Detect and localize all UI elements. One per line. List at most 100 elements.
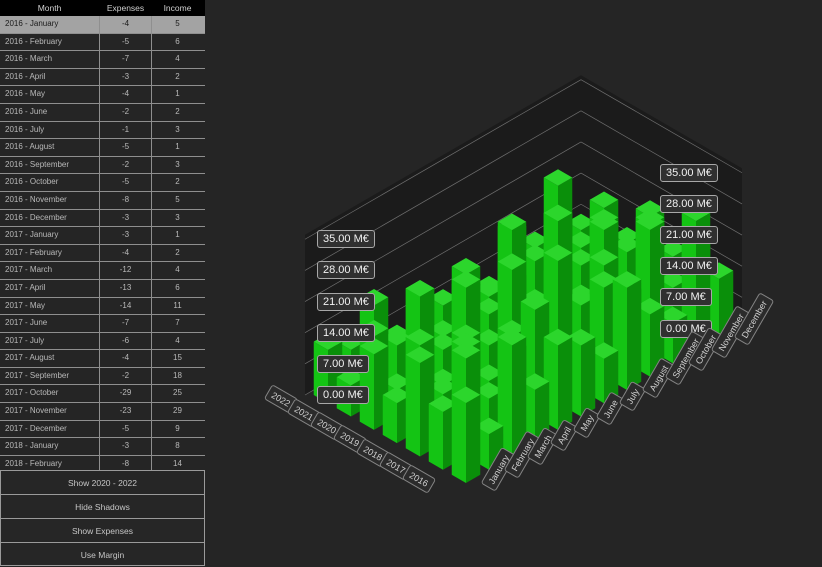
bar-face-top [497,253,527,270]
table-row[interactable]: 2017 - December -5 9 [0,420,205,439]
cell-income: 7 [175,318,180,328]
bar-face-top [543,204,573,222]
table-row[interactable]: 2017 - May -14 11 [0,297,205,316]
table-row[interactable]: 2016 - April -3 2 [0,68,205,87]
bar-face-top [428,320,458,337]
bar-face-top [382,328,412,346]
cell-expenses: -5 [99,139,152,156]
cell-income: 2 [175,177,180,187]
bar-face-top [612,227,642,244]
cell-month: 2016 - October [5,177,59,187]
bar-face-top [566,231,596,248]
cell-month: 2016 - January [5,19,59,28]
table-row[interactable]: 2017 - April -13 6 [0,279,205,298]
cell-month: 2017 - October [5,388,59,398]
cell-income: 5 [175,194,180,204]
table-row[interactable]: 2016 - December -3 3 [0,209,205,228]
bar-face-top [589,213,619,230]
cell-expenses: -2 [99,156,152,174]
table-row[interactable]: 2017 - June -7 7 [0,315,205,333]
cell-month: 2017 - May [5,300,46,310]
value-axis-label-right: 21.00 M€ [317,292,375,311]
bar-face-left [382,394,397,444]
table-row[interactable]: 2016 - October -5 2 [0,174,205,192]
bar-face-top [635,213,665,230]
column-header-income: Income [163,3,192,13]
table-row[interactable]: 2017 - January -3 1 [0,227,205,245]
bar-face-top [566,289,596,306]
bar-face-top [428,368,458,386]
cell-expenses: -6 [99,332,152,350]
hide-shadows-button[interactable]: Hide Shadows [0,494,205,518]
cell-expenses: -5 [99,420,152,438]
bar-face-left [405,354,420,457]
control-button-group: Show 2020 - 2022 Hide Shadows Show Expense… [0,470,205,566]
table-row[interactable]: 2016 - September -2 3 [0,156,205,175]
table-row[interactable]: 2016 - November -8 5 [0,191,205,210]
bar-face-top [382,373,412,390]
bar-face-right [466,394,481,484]
table-row[interactable]: 2017 - February -4 2 [0,244,205,263]
table-row[interactable]: 2016 - June -2 2 [0,103,205,122]
cell-income: 11 [173,300,182,310]
table-row[interactable]: 2018 - January -3 8 [0,438,205,456]
value-axis-label-right: 7.00 M€ [317,354,369,373]
bar-face-right [696,212,711,351]
table-row[interactable]: 2017 - November -23 29 [0,403,205,421]
table-row[interactable]: 2016 - February -5 6 [0,33,205,52]
cell-expenses: -23 [99,403,152,420]
bar-face-top [451,324,481,341]
table-row[interactable]: 2017 - August -4 15 [0,350,205,368]
value-axis-label-left: 7.00 M€ [660,288,712,307]
cell-expenses: -7 [99,51,152,68]
table-row[interactable]: 2017 - October -29 25 [0,385,205,404]
cell-income: 9 [175,423,180,433]
bar-3d[interactable] [589,342,619,404]
cell-expenses: -3 [99,209,152,227]
column-header-expenses: Expenses [106,3,145,13]
cell-expenses: -29 [99,385,152,403]
bar3d-chart[interactable]: 0.00 M€ 7.00 M€ 14.00 M€ 21.00 M€ 28.00 M€ 35… [205,0,822,562]
table-row[interactable]: 2017 - September -2 18 [0,367,205,386]
table-row[interactable]: 2016 - May -4 1 [0,86,205,104]
table-row[interactable]: 2016 - March -7 4 [0,51,205,69]
cell-month: 2016 - December [5,212,67,222]
cell-income: 6 [175,36,180,46]
show-expenses-button[interactable]: Show Expenses [0,518,205,542]
use-margin-button[interactable]: Use Margin [0,542,205,566]
table-row[interactable]: 2017 - July -6 4 [0,332,205,351]
cell-expenses: -5 [99,33,152,51]
bar-face-top [520,231,550,248]
bar-face-top [543,244,573,261]
bar-face-top [428,333,458,350]
cell-expenses: -5 [99,174,152,191]
bar-face-top [612,235,642,253]
column-header-month: Month [37,3,62,13]
cell-month: 2017 - February [5,247,62,257]
cell-income: 14 [173,458,182,468]
table-row[interactable]: 2016 - August -5 1 [0,139,205,157]
bar-face-top [566,249,596,266]
cell-expenses: -14 [99,297,152,315]
table-row[interactable]: 2017 - March -12 4 [0,262,205,280]
cell-income: 2 [175,247,180,257]
cell-month: 2016 - May [5,89,46,99]
cell-month: 2017 - January [5,230,59,240]
cell-month: 2016 - September [5,159,70,169]
table-row[interactable]: 2016 - January -4 5 [0,16,205,34]
bar-face-top [520,244,550,262]
bar-face-top [451,333,481,350]
show-year-range-button[interactable]: Show 2020 - 2022 [0,470,205,494]
gridline-years [580,110,743,205]
bar-3d[interactable] [451,386,481,484]
cell-income: 15 [173,353,182,363]
bar-face-top [474,280,504,297]
table-body[interactable]: 2016 - January -4 5 2016 - February -5 6 2016 … [0,16,205,492]
bar-face-right [581,337,596,417]
bar-face-top [658,306,688,324]
cell-expenses: -8 [99,455,152,473]
bar-face-top [405,346,435,363]
table-row[interactable]: 2016 - July -1 3 [0,121,205,140]
cell-expenses: -4 [99,350,152,367]
bar-face-top [635,297,665,315]
